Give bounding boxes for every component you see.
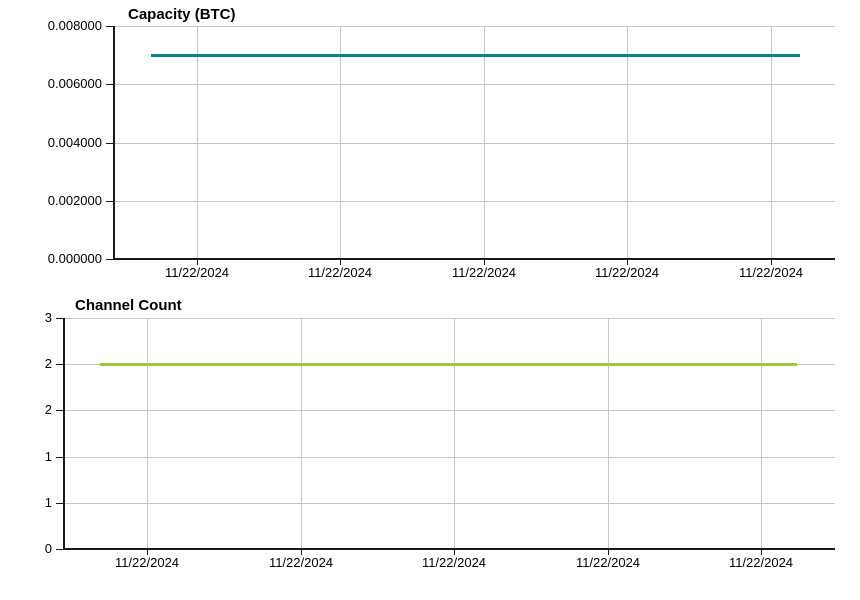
y-axis-label: 1 bbox=[44, 449, 52, 464]
y-gridline bbox=[114, 143, 835, 144]
y-axis-label: 0.000000 bbox=[47, 251, 102, 266]
y-axis-label: 2 bbox=[44, 402, 52, 417]
x-axis-tick bbox=[197, 259, 198, 265]
x-axis-label: 11/22/2024 bbox=[594, 265, 660, 280]
x-axis-label: 11/22/2024 bbox=[114, 555, 180, 570]
y-gridline bbox=[114, 201, 835, 202]
y-axis-tick bbox=[106, 26, 114, 27]
y-axis-tick bbox=[56, 364, 64, 365]
y-axis-tick bbox=[56, 457, 64, 458]
y-gridline bbox=[114, 26, 835, 27]
y-axis-tick bbox=[106, 143, 114, 144]
x-gridline bbox=[627, 26, 628, 259]
y-axis-line bbox=[113, 26, 115, 260]
x-axis-tick bbox=[340, 259, 341, 265]
y-axis-tick bbox=[56, 318, 64, 319]
y-axis-tick bbox=[56, 549, 64, 550]
y-axis-tick bbox=[106, 84, 114, 85]
x-gridline bbox=[340, 26, 341, 259]
y-axis-label: 0 bbox=[44, 541, 52, 556]
x-gridline bbox=[301, 318, 302, 549]
y-axis-tick bbox=[56, 410, 64, 411]
channel-count-chart-title: Channel Count bbox=[75, 297, 182, 314]
y-axis-label: 2 bbox=[44, 356, 52, 371]
x-gridline bbox=[608, 318, 609, 549]
y-axis-tick bbox=[106, 201, 114, 202]
x-axis-tick bbox=[454, 549, 455, 555]
y-gridline bbox=[64, 318, 835, 319]
x-gridline bbox=[147, 318, 148, 549]
y-axis-label: 0.006000 bbox=[47, 76, 102, 91]
capacity-chart-title: Capacity (BTC) bbox=[128, 6, 236, 23]
x-axis-label: 11/22/2024 bbox=[575, 555, 641, 570]
y-gridline bbox=[64, 457, 835, 458]
x-gridline bbox=[771, 26, 772, 259]
y-axis-label: 0.002000 bbox=[47, 193, 102, 208]
x-axis-tick bbox=[608, 549, 609, 555]
x-axis-tick bbox=[771, 259, 772, 265]
x-axis-label: 11/22/2024 bbox=[268, 555, 334, 570]
y-axis-label: 0.008000 bbox=[47, 18, 102, 33]
y-gridline bbox=[64, 410, 835, 411]
x-gridline bbox=[197, 26, 198, 259]
y-axis-label: 1 bbox=[44, 495, 52, 510]
x-axis-label: 11/22/2024 bbox=[738, 265, 804, 280]
y-axis-line bbox=[63, 318, 65, 550]
x-axis-label: 11/22/2024 bbox=[421, 555, 487, 570]
x-axis-tick bbox=[147, 549, 148, 555]
y-axis-tick bbox=[56, 503, 64, 504]
series-line-capacity-btc- bbox=[151, 54, 800, 57]
x-gridline bbox=[484, 26, 485, 259]
x-axis-tick bbox=[627, 259, 628, 265]
series-line-channel-count bbox=[100, 363, 797, 366]
x-gridline bbox=[761, 318, 762, 549]
x-axis-label: 11/22/2024 bbox=[451, 265, 517, 280]
x-axis-label: 11/22/2024 bbox=[164, 265, 230, 280]
y-gridline bbox=[64, 503, 835, 504]
y-axis-label: 0.004000 bbox=[47, 135, 102, 150]
y-gridline bbox=[114, 84, 835, 85]
y-axis-tick bbox=[106, 259, 114, 260]
x-axis-tick bbox=[484, 259, 485, 265]
x-axis-label: 11/22/2024 bbox=[728, 555, 794, 570]
x-axis-tick bbox=[301, 549, 302, 555]
x-axis-tick bbox=[761, 549, 762, 555]
x-axis-line bbox=[63, 548, 835, 550]
x-axis-label: 11/22/2024 bbox=[307, 265, 373, 280]
x-axis-line bbox=[113, 258, 835, 260]
x-gridline bbox=[454, 318, 455, 549]
y-axis-label: 3 bbox=[44, 310, 52, 325]
